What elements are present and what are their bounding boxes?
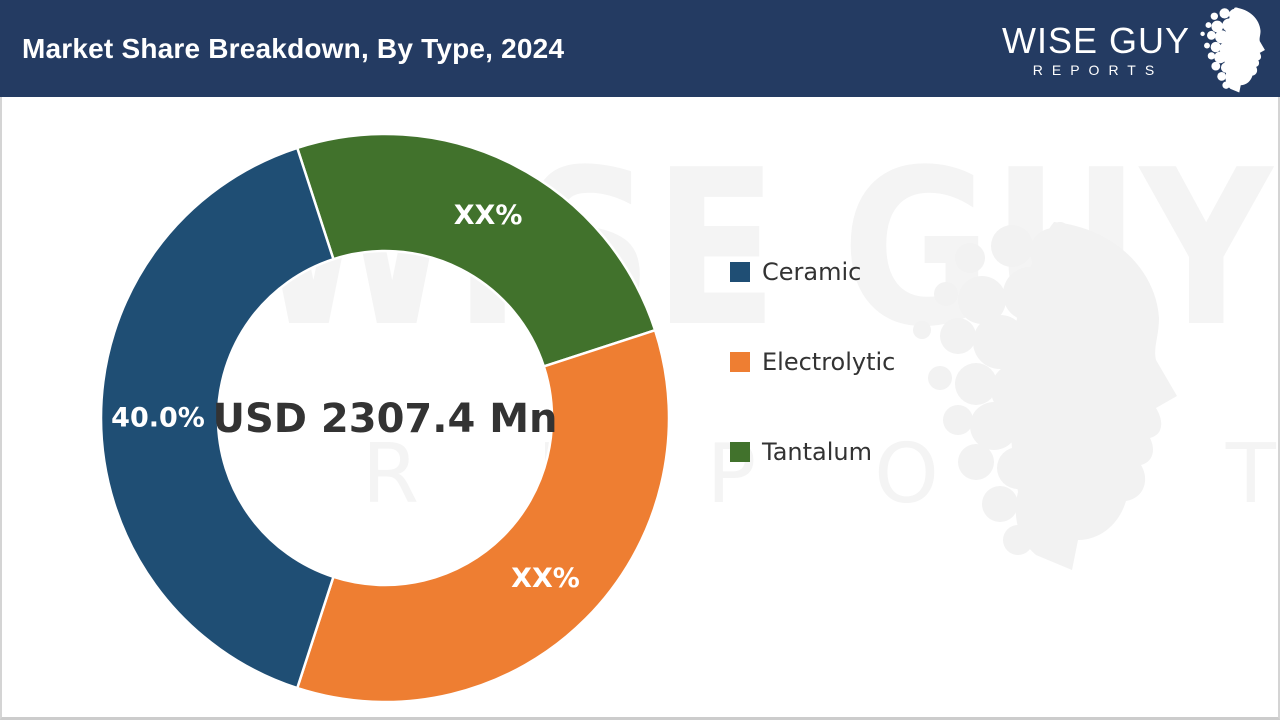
pie-segment-electrolytic (295, 328, 671, 704)
logo-wordmark: WISE GUY (1001, 20, 1190, 62)
legend-swatch (730, 262, 750, 282)
wiseguy-logo: WISE GUY REPORTS (1002, 6, 1266, 94)
legend-label: Ceramic (762, 258, 862, 286)
pie-segment-label-ceramic: 40.0% (111, 403, 205, 434)
watermark-face-icon (913, 222, 1177, 570)
donut-chart: XX% XX% 40.0% (99, 132, 671, 704)
legend-swatch (730, 442, 750, 462)
page-title: Market Share Breakdown, By Type, 2024 (22, 32, 565, 64)
pie-segment-ceramic (99, 146, 335, 690)
legend-item: Ceramic (730, 260, 895, 284)
pie-segment-tantalum (295, 132, 657, 368)
logo-subtitle: REPORTS (1032, 61, 1164, 78)
wiseguy-face-icon (1200, 7, 1265, 93)
header-bar: Market Share Breakdown, By Type, 2024 WI… (0, 0, 1280, 97)
legend-item: Electrolytic (730, 350, 895, 374)
wiseguy-logo-text: WISE GUY REPORTS (1002, 22, 1190, 78)
chart-center-value: USD 2307.4 Mn (212, 396, 558, 442)
chart-legend: Ceramic Electrolytic Tantalum (730, 260, 895, 530)
chart-area: WISE GUY REPORTS XX%XX%40.0% USD 2307.4 … (0, 97, 1280, 720)
legend-label: Electrolytic (762, 348, 896, 376)
legend-label: Tantalum (762, 438, 872, 466)
legend-item: Tantalum (730, 440, 895, 464)
pie-segment-label-electrolytic: XX% (511, 563, 580, 594)
legend-swatch (730, 352, 750, 372)
pie-segment-label-tantalum: XX% (454, 200, 523, 231)
